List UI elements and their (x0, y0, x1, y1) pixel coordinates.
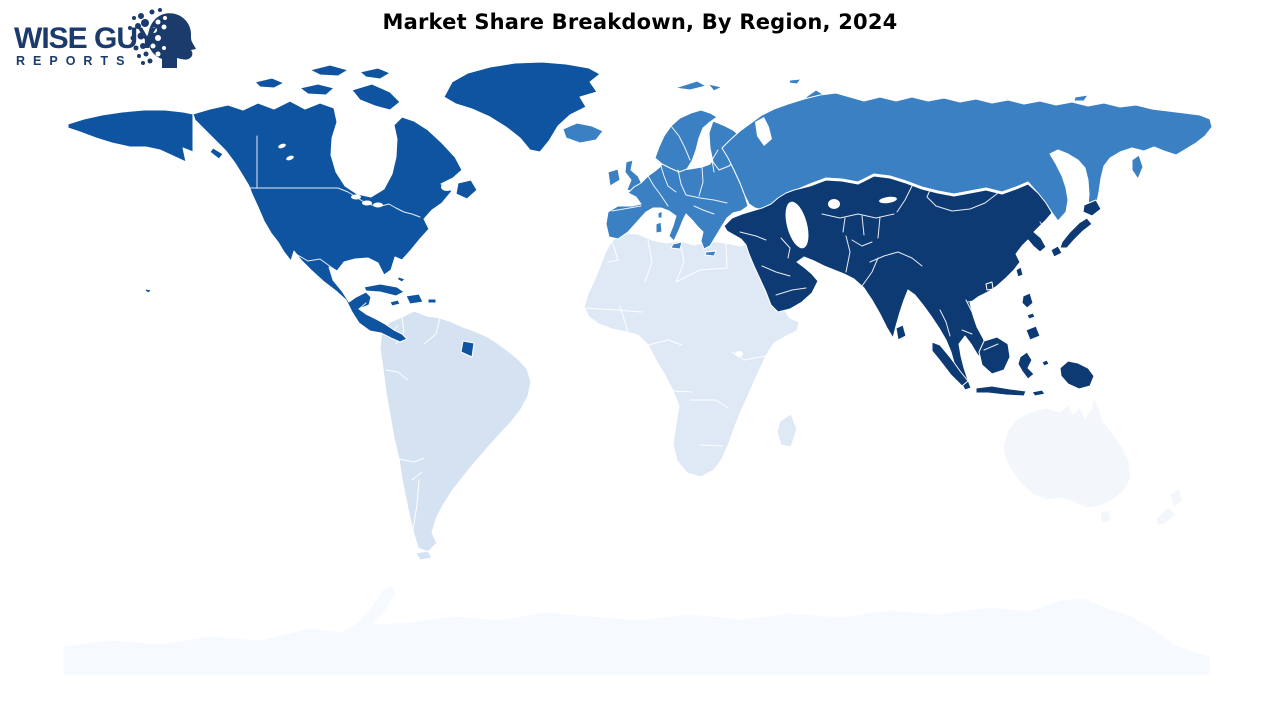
island-java (975, 385, 1027, 397)
region-south-america (379, 310, 532, 561)
white-sea (755, 117, 772, 146)
great-bear-lake (278, 143, 286, 149)
island-kyushu (1050, 245, 1063, 258)
gulf-st-lawrence (441, 183, 453, 191)
island-hawaii (144, 288, 152, 294)
island-baffin (351, 83, 401, 111)
europe-country-borders (611, 125, 728, 215)
alaska (67, 109, 194, 163)
island-new-zealand-north (1169, 488, 1184, 509)
region-russia (721, 92, 1213, 222)
russia-mainland (721, 92, 1213, 222)
island-tasmania (1099, 509, 1112, 524)
island-visayas (1026, 312, 1036, 320)
page-title: Market Share Breakdown, By Region, 2024 (382, 10, 898, 34)
island-luzon (1021, 292, 1034, 309)
island-mindanao (1025, 325, 1041, 341)
island-hainan (985, 281, 994, 291)
region-asia (723, 175, 1102, 397)
great-slave-lake (286, 155, 294, 161)
island-moluccas (1041, 359, 1050, 367)
island-bahamas (396, 276, 406, 283)
island-svalbard-east (707, 83, 723, 92)
great-lakes-erie (373, 202, 383, 208)
island-wrangel (1073, 94, 1089, 102)
island-hokkaido (1082, 199, 1102, 217)
island-hispaniola (405, 293, 424, 305)
island-vancouver (209, 147, 224, 160)
north-america-mainland (192, 100, 463, 343)
island-iceland (562, 122, 604, 144)
south-america-country-borders (385, 316, 441, 531)
region-oceania (1002, 397, 1184, 527)
wise-guy-reports-logo: WISE GUY REPORTS (12, 6, 242, 70)
island-svalbard (674, 80, 707, 91)
island-sardinia (655, 221, 663, 234)
island-sakhalin (1131, 154, 1144, 180)
island-tierra-del-fuego (415, 550, 433, 561)
island-new-guinea (1059, 360, 1095, 390)
island-franz-josef (788, 78, 802, 85)
sea-overlays (278, 117, 897, 357)
island-cuba (363, 283, 405, 297)
region-antarctica (62, 584, 1211, 676)
region-north-america (67, 61, 601, 343)
island-australia (1002, 397, 1132, 509)
island-jamaica (389, 299, 401, 307)
great-lakes-superior (351, 194, 361, 200)
island-sulawesi (1017, 351, 1035, 380)
caspian-sea (785, 201, 809, 249)
island-victoria (299, 83, 335, 96)
territory-french-guiana (460, 340, 475, 358)
island-arctic (359, 67, 391, 80)
logo-subtitle: REPORTS (16, 54, 132, 68)
island-ellesmere (309, 64, 349, 77)
asia-country-borders (739, 185, 1047, 351)
island-ireland (607, 168, 621, 187)
lake-victoria (735, 351, 743, 357)
island-sri-lanka (895, 324, 907, 341)
island-greenland (443, 61, 601, 153)
logo-head-icon (128, 8, 196, 68)
island-newfoundland (455, 179, 478, 200)
logo-wordmark: WISE GUY (14, 22, 157, 55)
island-banks (254, 77, 285, 89)
island-new-zealand-south (1155, 506, 1177, 527)
island-sumatra (931, 341, 969, 387)
island-sicily (670, 241, 683, 250)
island-borneo (978, 336, 1011, 375)
island-puerto-rico (427, 298, 437, 304)
aral-sea (828, 199, 840, 209)
great-lakes-michigan (362, 200, 372, 206)
island-lesser-sunda (1031, 389, 1046, 397)
island-honshu (1059, 217, 1093, 249)
island-taiwan (1015, 266, 1024, 278)
scandinavia (654, 109, 718, 173)
island-corsica (657, 210, 663, 219)
north-america-country-borders (249, 135, 421, 331)
island-crete (704, 250, 717, 257)
lake-balkhash (879, 196, 897, 204)
island-madagascar (776, 413, 798, 448)
